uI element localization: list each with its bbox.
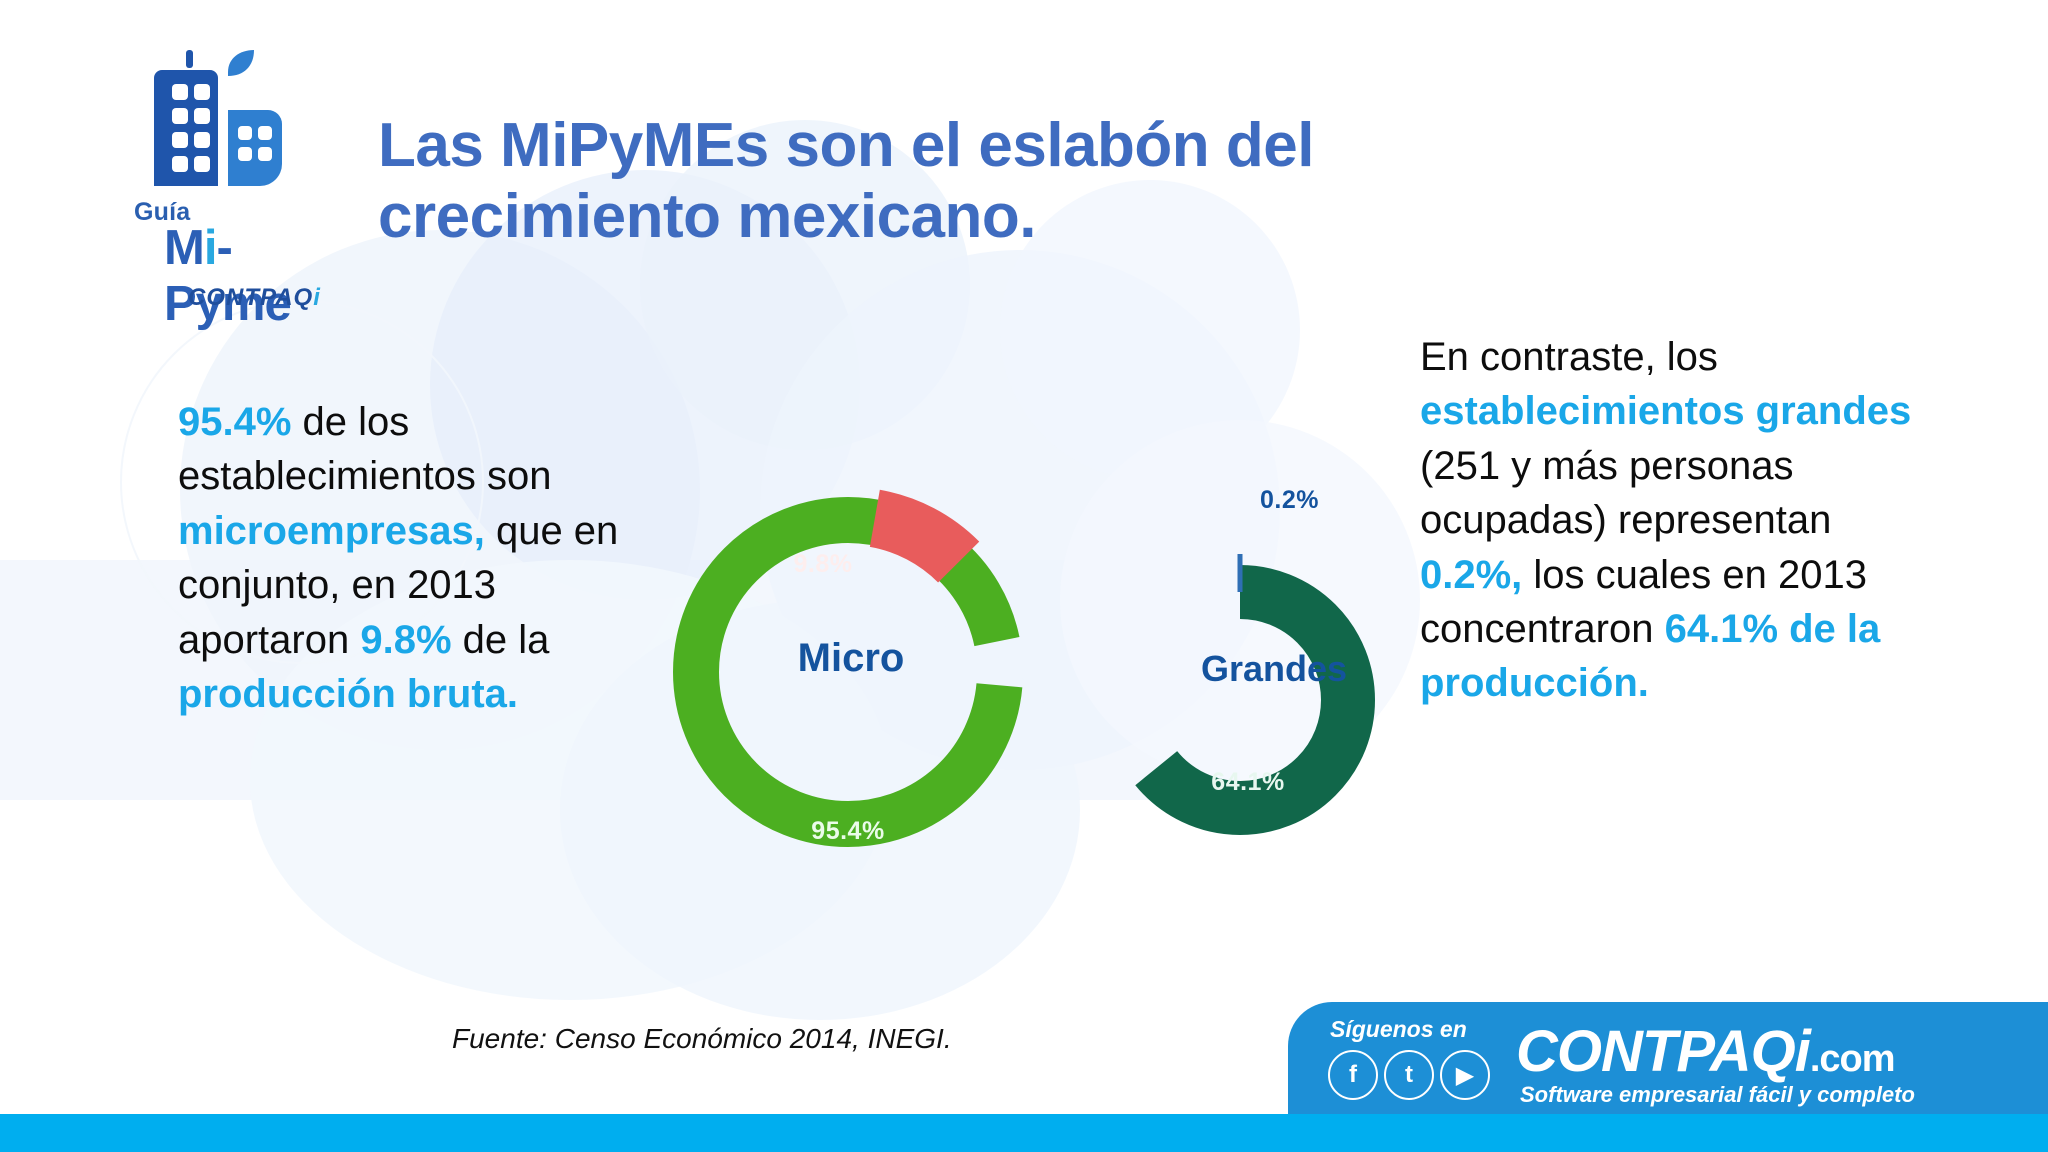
logo-mipyme-i: i [203,221,218,275]
logo-guia-text: Guía [134,198,191,226]
micro-donut-svg [663,487,1033,857]
stat-9-8: 9.8% [360,617,452,662]
logo-mipyme-m: M [164,221,205,275]
stat-0-2: 0.2%, [1420,552,1523,597]
facebook-icon[interactable]: f [1328,1050,1378,1100]
right-paragraph: En contraste, los establecimientos grand… [1420,330,1920,711]
term-produccion-bruta: producción bruta. [178,671,518,716]
bottom-accent-bar [0,1114,2048,1152]
logo-contpaq: CONTPAQ [188,284,314,311]
right-text-2: (251 y más personas ocupadas) representa… [1420,443,1832,543]
building-leaf-icon [154,50,282,186]
grandes-center-label: Grandes [1200,648,1348,689]
contpaqi-wordmark: CONTPAQi.com [1516,1018,1896,1085]
stat-95-4: 95.4% [178,400,292,444]
term-establecimientos-grandes: establecimientos grandes [1420,389,1912,434]
contpaqi-tagline: Software empresarial fácil y completo [1520,1082,1915,1107]
contpaqi-main: CONTPAQ [1516,1019,1796,1084]
page-title: Las MiPyMEs son el eslabón del crecimien… [378,110,1314,252]
micro-donut-chart: Micro 95.4% 9.8% [648,472,1048,872]
twitter-icon[interactable]: t [1384,1050,1434,1100]
logo-mipyme-text: Mi-Pyme [164,220,358,332]
logo-mipyme-rest: -Pyme [164,221,292,331]
left-text-2: que en conjunto, en 2013 aportaron [178,508,619,662]
logo-contpaqi-text: CONTPAQi [188,284,321,312]
left-text-3: de la [451,617,550,662]
contpaqi-i: i [1794,1019,1811,1084]
micro-value-95-4: 95.4% [811,817,885,845]
right-text-3: los cuales en 2013 concentraron [1420,552,1867,651]
grandes-value-0-2: 0.2% [1260,486,1319,514]
source-note: Fuente: Censo Económico 2014, INEGI. [452,1023,952,1054]
micro-green-arc [673,497,1023,847]
contpaqi-brand-panel: Síguenos en f t ▶ CONTPAQi.com Software … [1288,1002,2048,1114]
grandes-donut-svg [1105,554,1375,835]
youtube-icon[interactable]: ▶ [1440,1050,1490,1100]
logo-contpaq-i: i [313,284,321,311]
grandes-donut-chart: Grandes 64.1% 0.2% [1105,468,1398,858]
guia-mipyme-logo: Guía Mi-Pyme CONTPAQi [128,48,358,331]
follow-us-label: Síguenos en [1330,1016,1467,1042]
grandes-value-64-1: 64.1% [1211,768,1285,796]
micro-value-9-8: 9.8% [793,550,853,578]
term-microempresas: microempresas, [178,508,485,553]
stat-64-1: 64.1% de la producción. [1420,606,1881,706]
contpaqi-dotcom: .com [1809,1038,1896,1080]
micro-center-label: Micro [797,636,905,680]
left-text-1: de los establecimientos son [178,400,552,499]
left-paragraph: 95.4% de los establecimientos son microe… [178,395,643,721]
right-text-1: En contraste, los [1420,335,1718,379]
